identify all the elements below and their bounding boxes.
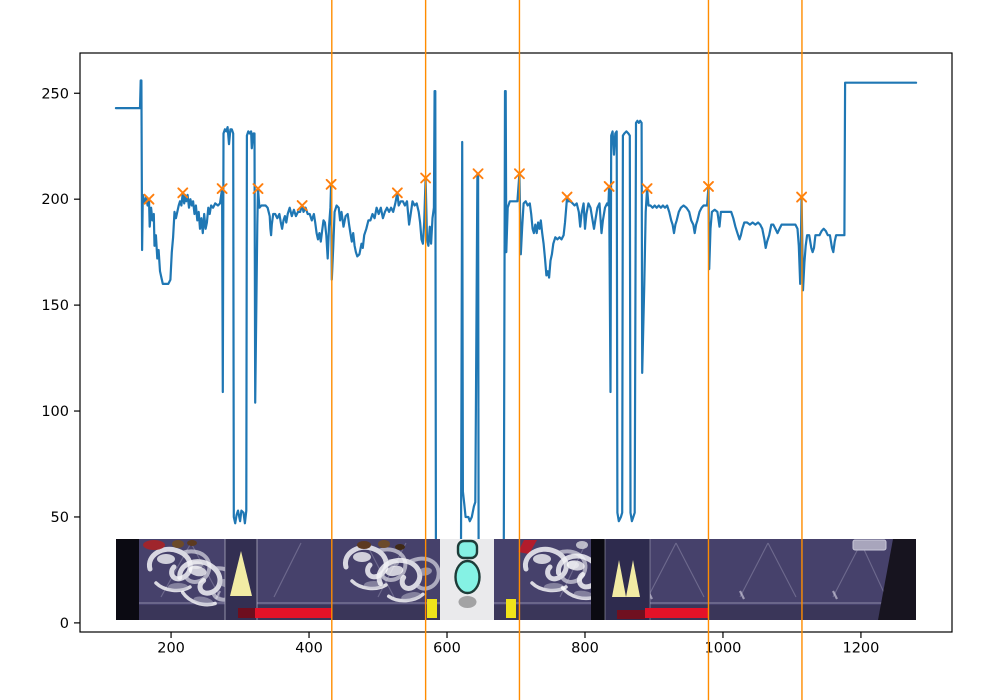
black-band-right (878, 539, 916, 620)
yellow-triangle-icon (230, 551, 252, 596)
red-bar-dark-left (238, 608, 255, 618)
y-tick-label: 100 (41, 404, 69, 420)
red-bar-right (645, 608, 708, 618)
smoke-swirl-1 (143, 540, 242, 611)
peak-marker-x (472, 168, 484, 180)
black-band-left (116, 539, 139, 620)
peak-marker-x (252, 183, 264, 195)
axes-spines (79, 52, 953, 633)
y-tick-label: 200 (41, 192, 69, 208)
x-tick-label: 800 (571, 641, 599, 657)
smoke-swirl-3 (518, 540, 620, 603)
capsule-cell (440, 539, 494, 620)
x-tick-label: 600 (433, 641, 461, 657)
smoke-swirl-2 (345, 540, 442, 605)
x-tick-label: 1000 (705, 641, 742, 657)
black-band-mid (591, 539, 605, 620)
gray-panel (852, 539, 887, 551)
peak-marker-x (296, 200, 308, 211)
peak-marker-x (216, 183, 228, 195)
y-tick-label: 50 (51, 510, 69, 526)
yellow-marker-1 (427, 599, 437, 618)
peak-marker-x (177, 187, 189, 199)
x-tick-label: 400 (295, 641, 323, 657)
y-tick-label: 250 (41, 86, 69, 102)
peak-marker-x (143, 193, 155, 205)
peak-marker-x (603, 181, 615, 192)
peak-marker-x (561, 191, 573, 203)
y-tick-label: 150 (41, 298, 69, 314)
x-tick-label: 1200 (842, 641, 879, 657)
triangle-cell (224, 539, 258, 620)
peak-marker-x (391, 187, 403, 199)
yellow-triangle-icon (612, 560, 626, 597)
red-bar-dark-right (617, 610, 645, 619)
yellow-triangle-icon (626, 560, 640, 597)
double-triangle-cell (604, 539, 651, 620)
yellow-marker-2 (506, 599, 516, 618)
embedded-game-frames-image (116, 539, 916, 620)
peak-marker-x (641, 183, 653, 195)
red-bar-left (255, 608, 332, 618)
y-tick-label: 0 (60, 616, 69, 632)
x-tick-label: 200 (157, 641, 185, 657)
signal-line (114, 79, 918, 618)
cyan-capsule-icon (454, 539, 481, 595)
